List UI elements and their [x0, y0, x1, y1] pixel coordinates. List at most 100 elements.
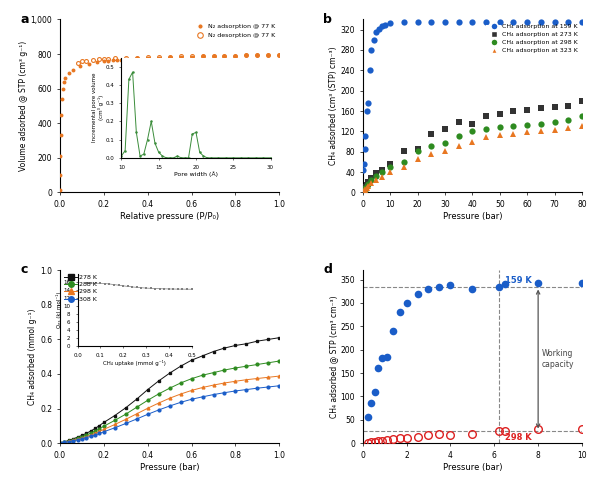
308 K	[243, 387, 250, 393]
288 K	[188, 376, 195, 382]
308 K	[91, 432, 98, 438]
298 K	[243, 377, 250, 383]
308 K	[65, 439, 73, 445]
Text: a: a	[20, 13, 29, 25]
Y-axis label: Volume adsorbed @ STP (cm³ g⁻¹): Volume adsorbed @ STP (cm³ g⁻¹)	[19, 41, 28, 171]
278 K	[74, 434, 81, 440]
308 K	[265, 384, 272, 390]
278 K	[155, 378, 162, 384]
298 K	[210, 382, 217, 388]
278 K	[70, 436, 77, 442]
308 K	[70, 438, 77, 444]
298 K	[91, 431, 98, 436]
298 K	[221, 380, 228, 386]
278 K	[210, 349, 217, 355]
308 K	[232, 388, 239, 394]
288 K	[122, 411, 130, 417]
278 K	[91, 426, 98, 431]
308 K	[100, 429, 107, 435]
288 K	[265, 360, 272, 366]
288 K	[70, 437, 77, 443]
Legend: CH₄ adsorption at 159 K, CH₄ adsorption at 273 K, CH₄ adsorption at 298 K, CH₄ a: CH₄ adsorption at 159 K, CH₄ adsorption …	[486, 22, 579, 54]
278 K	[199, 353, 206, 359]
308 K	[74, 437, 81, 443]
298 K	[232, 378, 239, 384]
308 K	[144, 412, 151, 417]
278 K	[111, 412, 118, 418]
298 K	[79, 435, 86, 441]
X-axis label: Pressure (bar): Pressure (bar)	[443, 463, 502, 471]
Text: d: d	[323, 263, 332, 276]
298 K	[83, 434, 90, 440]
298 K	[122, 416, 130, 422]
308 K	[177, 399, 184, 405]
278 K	[221, 345, 228, 351]
298 K	[188, 388, 195, 393]
288 K	[221, 367, 228, 373]
308 K	[133, 416, 140, 422]
288 K	[199, 372, 206, 378]
308 K	[79, 436, 86, 442]
298 K	[155, 400, 162, 406]
308 K	[111, 425, 118, 431]
278 K	[87, 428, 94, 434]
308 K	[210, 392, 217, 397]
308 K	[199, 394, 206, 400]
288 K	[155, 391, 162, 397]
278 K	[83, 431, 90, 436]
308 K	[166, 403, 173, 409]
288 K	[254, 361, 261, 367]
308 K	[276, 383, 283, 389]
288 K	[166, 385, 173, 391]
308 K	[83, 435, 90, 441]
288 K	[56, 440, 64, 446]
288 K	[100, 423, 107, 429]
Text: Working
capacity: Working capacity	[541, 349, 574, 369]
298 K	[265, 375, 272, 380]
288 K	[243, 363, 250, 369]
278 K	[56, 440, 64, 446]
Y-axis label: CH₄ adsorbed @ STP (cm³ cm⁻³): CH₄ adsorbed @ STP (cm³ cm⁻³)	[329, 296, 338, 418]
298 K	[56, 440, 64, 446]
298 K	[144, 405, 151, 411]
288 K	[87, 430, 94, 436]
308 K	[61, 439, 68, 445]
288 K	[96, 426, 103, 432]
X-axis label: Pressure (bar): Pressure (bar)	[140, 463, 199, 471]
278 K	[96, 423, 103, 429]
308 K	[221, 390, 228, 395]
278 K	[276, 335, 283, 340]
298 K	[74, 436, 81, 442]
288 K	[133, 404, 140, 410]
278 K	[243, 341, 250, 347]
298 K	[133, 411, 140, 417]
278 K	[100, 419, 107, 425]
278 K	[65, 437, 73, 443]
Y-axis label: CH₄ adsorbed (mmol g⁻¹): CH₄ adsorbed (mmol g⁻¹)	[28, 308, 37, 405]
278 K	[265, 337, 272, 342]
288 K	[276, 358, 283, 364]
288 K	[111, 417, 118, 423]
308 K	[122, 421, 130, 427]
298 K	[65, 438, 73, 444]
Text: c: c	[20, 263, 28, 276]
288 K	[210, 370, 217, 375]
298 K	[100, 427, 107, 432]
278 K	[61, 439, 68, 445]
298 K	[61, 439, 68, 445]
308 K	[87, 433, 94, 439]
298 K	[177, 391, 184, 397]
Text: 298 K: 298 K	[505, 433, 532, 442]
278 K	[232, 342, 239, 348]
278 K	[254, 338, 261, 344]
Y-axis label: CH₄ adsorbed (cm³ (STP) cm⁻³): CH₄ adsorbed (cm³ (STP) cm⁻³)	[329, 47, 338, 165]
278 K	[122, 405, 130, 411]
288 K	[79, 434, 86, 440]
298 K	[111, 422, 118, 428]
298 K	[166, 395, 173, 401]
Text: 159 K: 159 K	[505, 276, 532, 285]
298 K	[276, 373, 283, 379]
288 K	[91, 428, 98, 434]
288 K	[232, 365, 239, 371]
Legend: 278 K, 288 K, 298 K, 308 K: 278 K, 288 K, 298 K, 308 K	[63, 273, 98, 303]
